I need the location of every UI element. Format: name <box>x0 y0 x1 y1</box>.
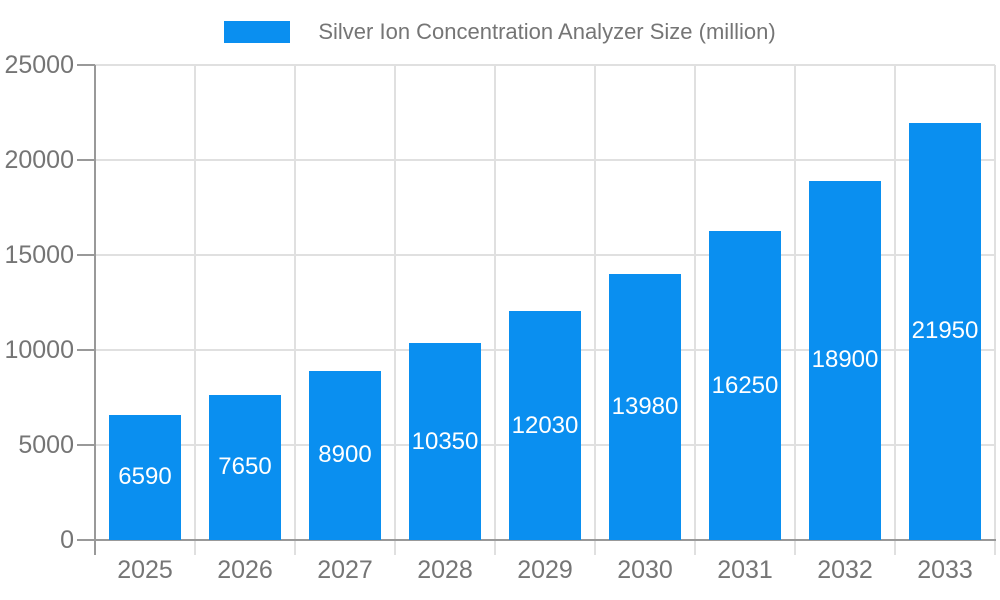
x-grid-line <box>394 65 396 540</box>
x-grid-line <box>594 65 596 540</box>
y-tick-label: 0 <box>60 526 74 554</box>
y-axis-tick <box>77 159 95 161</box>
y-tick-label: 25000 <box>4 51 74 79</box>
bar-2030[interactable]: 13980 <box>609 274 681 540</box>
y-grid-line <box>95 64 995 66</box>
x-tick-label: 2031 <box>717 556 773 584</box>
y-tick-label: 5000 <box>18 431 74 459</box>
y-axis-tick <box>77 254 95 256</box>
x-tick-label: 2026 <box>217 556 273 584</box>
x-tick-label: 2027 <box>317 556 373 584</box>
x-axis-tick <box>794 541 796 555</box>
x-grid-line <box>194 65 196 540</box>
bar-2026[interactable]: 7650 <box>209 394 281 540</box>
x-tick-label: 2025 <box>117 556 173 584</box>
x-axis-tick <box>494 541 496 555</box>
bar-value-label: 21950 <box>911 317 979 345</box>
x-tick-label: 2033 <box>917 556 973 584</box>
bar-value-label: 7650 <box>218 453 272 481</box>
x-axis-line <box>94 539 996 541</box>
x-grid-line <box>494 65 496 540</box>
bar-value-label: 16250 <box>711 371 779 399</box>
bar-2033[interactable]: 21950 <box>909 122 981 540</box>
x-axis-tick <box>894 541 896 555</box>
y-axis-tick <box>77 539 95 541</box>
bar-value-label: 6590 <box>118 463 172 491</box>
y-grid-line <box>95 254 995 256</box>
y-tick-label: 20000 <box>4 146 74 174</box>
bar-2028[interactable]: 10350 <box>409 343 481 540</box>
x-grid-line <box>794 65 796 540</box>
legend-label: Silver Ion Concentration Analyzer Size (… <box>318 19 776 44</box>
x-tick-label: 2032 <box>817 556 873 584</box>
bar-2031[interactable]: 16250 <box>709 231 781 540</box>
x-axis-tick <box>694 541 696 555</box>
bar-value-label: 12030 <box>511 411 579 439</box>
y-axis-tick <box>77 64 95 66</box>
x-axis-tick <box>294 541 296 555</box>
x-grid-line <box>294 65 296 540</box>
x-axis-tick <box>194 541 196 555</box>
x-grid-line <box>694 65 696 540</box>
x-grid-line <box>894 65 896 540</box>
y-axis-line <box>94 65 96 555</box>
bar-2027[interactable]: 8900 <box>309 370 381 540</box>
x-tick-label: 2028 <box>417 556 473 584</box>
x-axis-tick <box>594 541 596 555</box>
legend-swatch <box>224 21 291 43</box>
y-tick-label: 15000 <box>4 241 74 269</box>
bar-value-label: 8900 <box>318 441 372 469</box>
bar-value-label: 18900 <box>811 346 879 374</box>
bar-value-label: 13980 <box>611 393 679 421</box>
x-axis-tick <box>994 541 996 555</box>
x-tick-label: 2030 <box>617 556 673 584</box>
y-axis-tick <box>77 444 95 446</box>
legend[interactable]: Silver Ion Concentration Analyzer Size (… <box>0 18 1000 46</box>
bar-value-label: 10350 <box>411 427 479 455</box>
x-axis-tick <box>394 541 396 555</box>
bar-2029[interactable]: 12030 <box>509 311 581 540</box>
x-grid-line <box>994 65 996 540</box>
x-tick-label: 2029 <box>517 556 573 584</box>
y-tick-label: 10000 <box>4 336 74 364</box>
y-grid-line <box>95 159 995 161</box>
bar-2025[interactable]: 6590 <box>109 414 181 540</box>
y-axis-tick <box>77 349 95 351</box>
bar-2032[interactable]: 18900 <box>809 180 881 540</box>
